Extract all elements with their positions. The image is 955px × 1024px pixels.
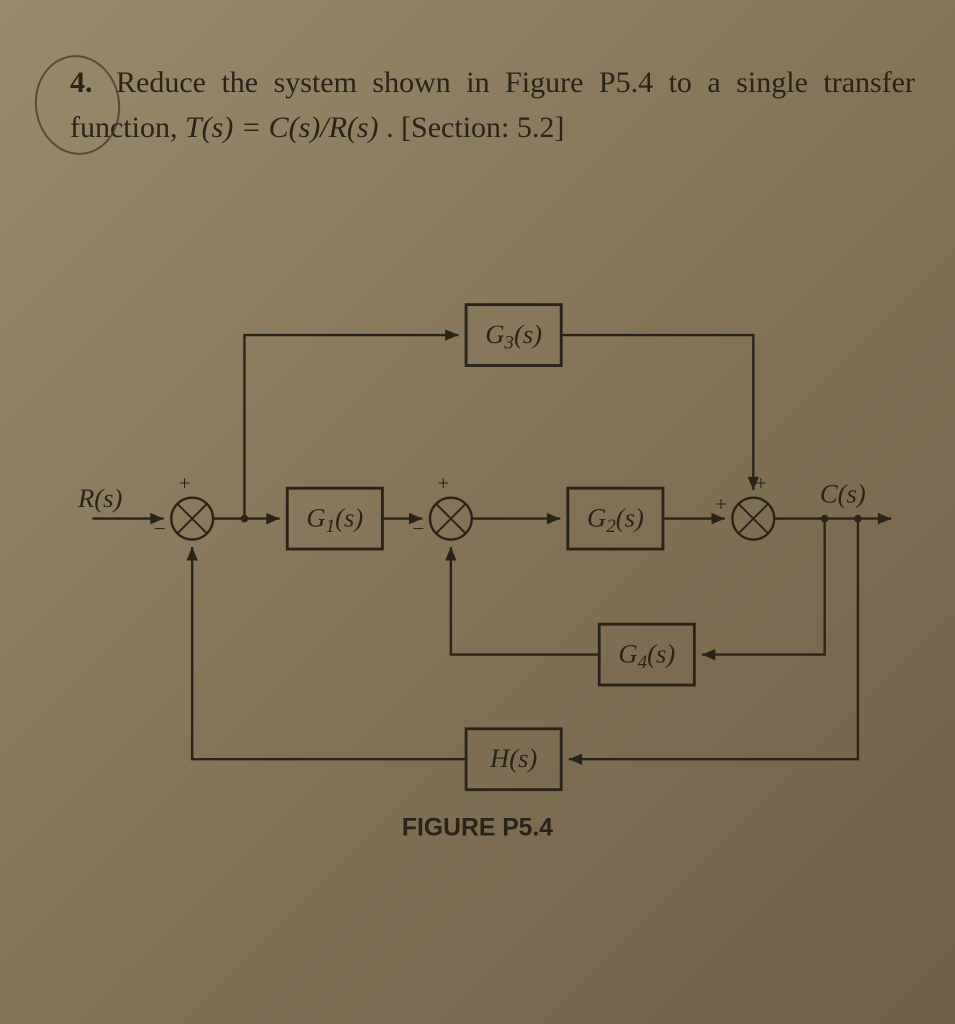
svg-text:G4(s): G4(s) — [618, 639, 675, 674]
figure-caption: FIGURE P5.4 — [402, 814, 553, 841]
svg-text:G3(s): G3(s) — [485, 319, 542, 354]
problem-formula: T(s) = C(s)/R(s) — [185, 111, 379, 144]
svg-text:G2(s): G2(s) — [587, 503, 644, 538]
page-container: 4. Reduce the system shown in Figure P5.… — [0, 0, 955, 1024]
svg-text:+: + — [179, 471, 191, 495]
block-H: H(s) — [466, 729, 561, 790]
blocks-layer: G1(s) G2(s) G3(s) G4(s) H(s) — [287, 305, 694, 790]
problem-text-2: . [Section: 5.2] — [386, 111, 564, 144]
svg-text:H(s): H(s) — [489, 743, 537, 773]
problem-statement: 4. Reduce the system shown in Figure P5.… — [40, 60, 915, 150]
summing-junction-S1: +− — [154, 471, 213, 541]
svg-text:−: − — [154, 517, 166, 541]
block-G1: G1(s) — [287, 488, 382, 549]
block-G4: G4(s) — [599, 624, 694, 685]
svg-text:G1(s): G1(s) — [306, 503, 363, 538]
summing-junctions-layer: +−+−++ — [154, 471, 774, 541]
output-label: C(s) — [820, 478, 866, 508]
svg-text:−: − — [413, 517, 425, 541]
input-label: R(s) — [77, 483, 122, 513]
block-G2: G2(s) — [568, 488, 663, 549]
svg-text:+: + — [755, 471, 767, 495]
svg-text:+: + — [437, 471, 449, 495]
block-G3: G3(s) — [466, 305, 561, 366]
block-diagram: +−+−++ G1(s)G2(s)G3(s)G4(s)H(s) R(s) C(s… — [40, 230, 915, 870]
summing-junction-S3: ++ — [715, 471, 774, 539]
signal-lines-layer — [92, 329, 891, 765]
diagram-svg: +−+−++ G1(s)G2(s)G3(s)G4(s)H(s) R(s) C(s… — [40, 230, 915, 870]
svg-text:+: + — [715, 492, 727, 516]
summing-junction-S2: +− — [413, 471, 472, 541]
